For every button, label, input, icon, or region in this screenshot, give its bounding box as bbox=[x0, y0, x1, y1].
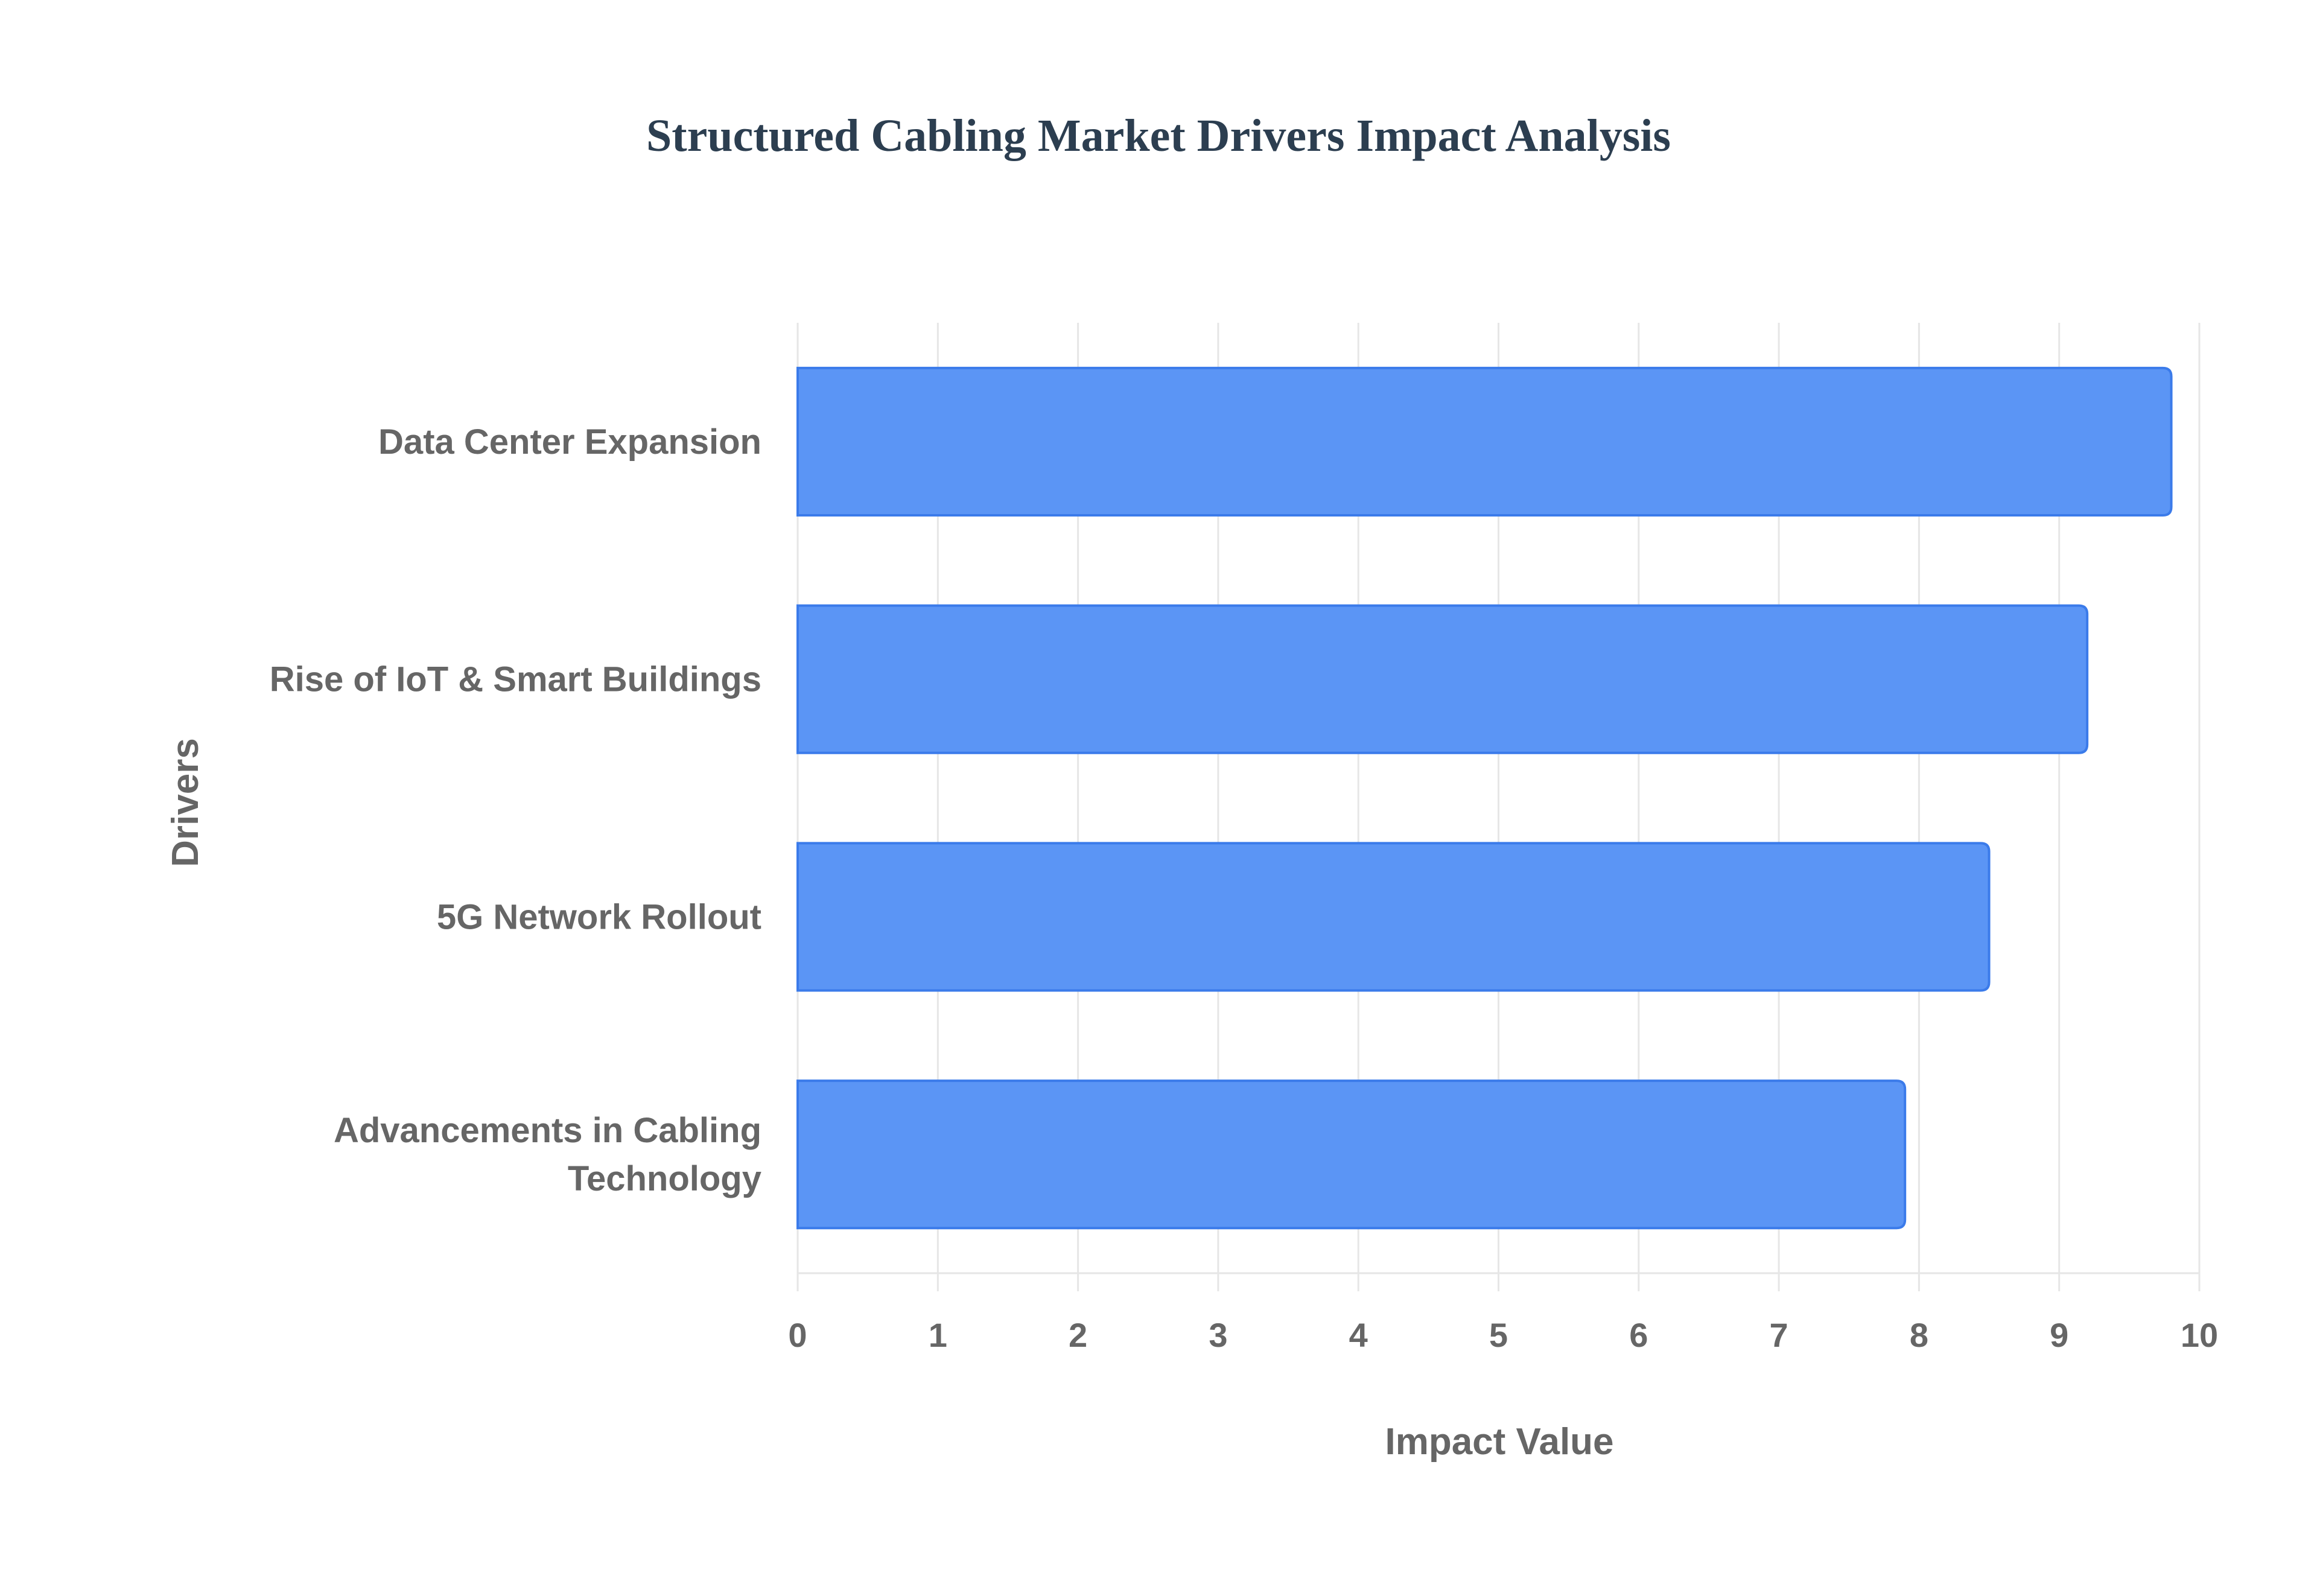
y-tick-label: Rise of IoT & Smart Buildings bbox=[270, 660, 761, 699]
x-tick-label: 6 bbox=[1629, 1316, 1648, 1354]
bar[interactable] bbox=[796, 1079, 1907, 1230]
x-tick-label: 3 bbox=[1209, 1316, 1227, 1354]
x-axis-title: Impact Value bbox=[1385, 1421, 1613, 1463]
x-tick-label: 0 bbox=[788, 1316, 807, 1354]
x-tick-label: 10 bbox=[2181, 1316, 2218, 1354]
x-tick-label: 5 bbox=[1489, 1316, 1508, 1354]
chart-title: Structured Cabling Market Drivers Impact… bbox=[646, 110, 1671, 161]
y-tick-label: Advancements in Cabling bbox=[334, 1111, 761, 1150]
x-tick-label: 4 bbox=[1349, 1316, 1368, 1354]
x-tick-label: 1 bbox=[929, 1316, 947, 1354]
y-axis-title: Drivers bbox=[165, 738, 206, 867]
x-tick-label: 7 bbox=[1770, 1316, 1788, 1354]
x-axis-tick-labels: 0 1 2 3 4 5 6 7 8 9 10 bbox=[788, 1316, 2218, 1354]
bar[interactable] bbox=[796, 604, 2089, 754]
y-tick-label: Technology bbox=[568, 1159, 761, 1198]
x-tick-label: 8 bbox=[1910, 1316, 1928, 1354]
x-tick-label: 9 bbox=[2050, 1316, 2068, 1354]
x-tick-label: 2 bbox=[1069, 1316, 1087, 1354]
bar[interactable] bbox=[796, 366, 2173, 517]
bar[interactable] bbox=[796, 842, 1991, 992]
y-axis-tick-labels: Data Center Expansion Rise of IoT & Smart… bbox=[270, 422, 761, 1198]
y-tick-label: Data Center Expansion bbox=[378, 422, 761, 462]
bars bbox=[796, 366, 2173, 1230]
y-tick-label: 5G Network Rollout bbox=[437, 897, 761, 936]
